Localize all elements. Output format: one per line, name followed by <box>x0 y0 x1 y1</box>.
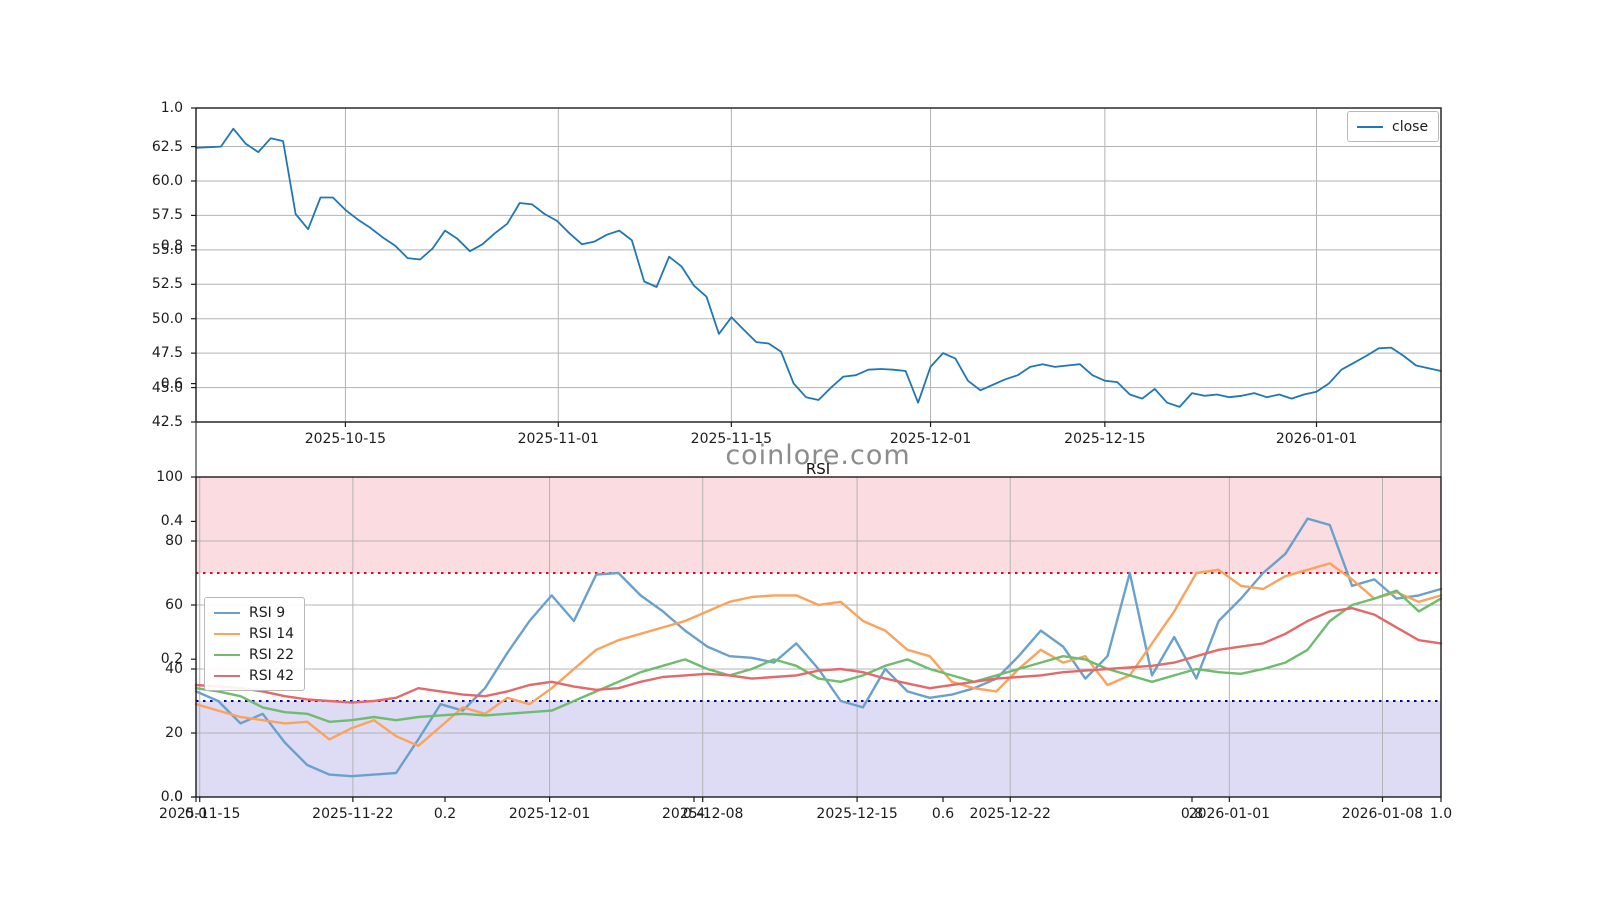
legend-line-swatch <box>214 674 240 677</box>
overlay-x-tick-label: 0.6 <box>931 806 955 822</box>
x-tick-label: 2026-01-08 <box>1341 806 1424 822</box>
overbought-band <box>196 477 1441 573</box>
legend-item-label: close <box>1392 118 1429 135</box>
series-close <box>195 127 1442 408</box>
legend-item: close <box>1357 116 1428 137</box>
y-tick-label: 52.5 <box>151 276 183 293</box>
legend-item: RSI 14 <box>214 623 294 644</box>
overlay-x-tick-label: 1.0 <box>1429 806 1453 822</box>
overlay-y-tick-label: 0.4 <box>160 513 183 530</box>
series-rsi-42 <box>194 607 1443 704</box>
y-tick-label: 60.0 <box>151 172 183 189</box>
x-tick-label: 2025-12-15 <box>1064 431 1146 447</box>
y-tick-label: 47.5 <box>151 345 183 362</box>
x-tick-label: 2025-12-15 <box>816 806 898 822</box>
legend-item: RSI 9 <box>214 602 294 623</box>
rsi-axes-title: RSI <box>805 460 831 478</box>
x-tick-label: 2025-12-08 <box>662 806 744 822</box>
overlay-x-tick-label: 0.0 <box>184 806 208 822</box>
legend-line-swatch <box>1357 125 1383 128</box>
legend-line-swatch <box>214 611 240 614</box>
y-tick-label: 20 <box>165 725 183 741</box>
y-tick-label: 40 <box>165 661 183 677</box>
y-tick-label: 50.0 <box>151 310 183 327</box>
x-tick-label: 2025-12-01 <box>508 806 591 822</box>
y-tick-label: 0 <box>174 789 183 805</box>
overlay-x-tick-label: 0.8 <box>1180 806 1204 822</box>
legend-line-swatch <box>214 653 240 656</box>
plot-border <box>195 107 1442 423</box>
x-tick-label: 2026-01-01 <box>1188 806 1271 822</box>
overlay-x-tick-label: 0.4 <box>682 806 706 822</box>
y-tick-label: 62.5 <box>151 138 183 155</box>
y-tick-label: 45.0 <box>151 379 183 396</box>
overlay-y-tick-label: 1.0 <box>160 100 183 116</box>
watermark: coinlore.com <box>725 440 911 471</box>
y-tick-label: 100 <box>156 469 183 485</box>
x-tick-label: 2025-11-22 <box>312 806 394 822</box>
y-tick-label: 42.5 <box>151 414 183 430</box>
x-tick-label: 2025-11-01 <box>517 431 599 447</box>
x-tick-label: 2025-10-15 <box>304 431 387 447</box>
y-tick-label: 55.0 <box>151 241 183 258</box>
legend-item-label: RSI 9 <box>249 604 286 621</box>
y-tick-label: 57.5 <box>151 207 183 224</box>
legend-close: close <box>1347 111 1440 142</box>
legend-item: RSI 42 <box>214 665 294 686</box>
overlay-y-tick-label: 0.0 <box>160 789 183 805</box>
series-rsi-9 <box>194 517 1443 778</box>
overlay-y-tick-label: 0.2 <box>160 651 183 668</box>
x-tick-label: 2025-12-01 <box>889 431 972 447</box>
legend-rsi: RSI 9 RSI 14 RSI 22 RSI 42 <box>204 597 306 691</box>
x-tick-label: 2025-11-15 <box>690 431 773 447</box>
legend-item-label: RSI 42 <box>249 667 295 684</box>
legend-item: RSI 22 <box>214 644 294 665</box>
overlay-x-tick-label: 0.2 <box>433 806 457 822</box>
x-tick-label: 2025-12-22 <box>969 806 1051 822</box>
overlay-axes-border <box>195 107 1442 798</box>
legend-item-label: RSI 22 <box>249 646 295 663</box>
series-rsi-22 <box>194 589 1443 723</box>
legend-item-label: RSI 14 <box>249 625 295 642</box>
oversold-band <box>196 701 1441 797</box>
legend-line-swatch <box>214 632 240 635</box>
x-tick-label: 2025-11-15 <box>159 806 241 822</box>
y-tick-label: 60 <box>165 597 183 613</box>
overlay-y-tick-label: 0.6 <box>160 375 183 392</box>
y-tick-label: 80 <box>165 533 183 549</box>
series-rsi-14 <box>194 562 1443 747</box>
x-tick-label: 2026-01-01 <box>1275 431 1358 447</box>
overlay-y-tick-label: 0.8 <box>160 237 183 254</box>
